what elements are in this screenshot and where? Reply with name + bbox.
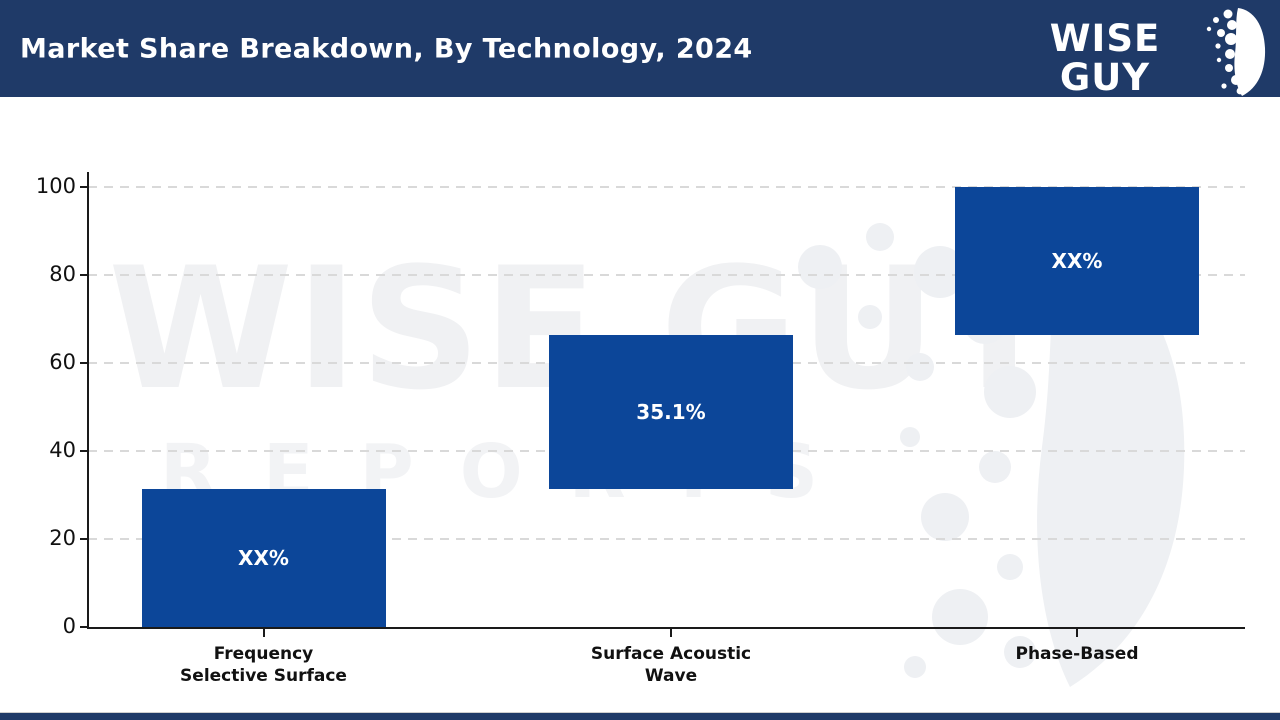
chart-title: Market Share Breakdown, By Technology, 2… xyxy=(20,33,753,64)
y-tick-label: 40 xyxy=(49,437,76,462)
wiseguy-logo: WISE GUY REPORTS xyxy=(1016,4,1266,114)
x-axis-line xyxy=(87,627,1245,629)
x-category-label-line: Frequency xyxy=(213,644,314,664)
bar-segment: XX% xyxy=(141,489,386,627)
bar-segment: XX% xyxy=(955,186,1199,335)
x-category-label: Phase-Based xyxy=(917,643,1237,665)
y-axis-line xyxy=(87,172,89,629)
y-tick-label: 100 xyxy=(35,173,76,198)
y-tick-label: 0 xyxy=(62,614,76,638)
x-tick-mark xyxy=(670,629,672,637)
x-category-label-line: Phase-Based xyxy=(1015,644,1139,664)
y-tick-mark xyxy=(80,273,88,276)
gridline xyxy=(88,273,1245,276)
x-category-label-line: Selective Surface xyxy=(180,666,347,687)
bar-value-label: XX% xyxy=(238,546,289,571)
y-tick-mark xyxy=(80,185,88,188)
bar-segment: 35.1% xyxy=(549,334,793,490)
bar-value-label: 35.1% xyxy=(636,399,706,424)
header-bar: Market Share Breakdown, By Technology, 2… xyxy=(0,0,1280,114)
x-tick-mark xyxy=(262,629,265,637)
bar-value-label: XX% xyxy=(1051,248,1103,273)
chart-area: WISE GUY REPORTS 0 20 40 60 80 100 XX% 35.1% XX%… xyxy=(0,97,1280,713)
logo-face-icon xyxy=(1206,8,1266,96)
logo-wordmark: WISE GUY xyxy=(1049,17,1161,99)
y-tick-mark xyxy=(80,626,88,628)
y-tick-label: 80 xyxy=(49,261,76,286)
y-tick-mark xyxy=(80,449,88,452)
y-tick-mark xyxy=(80,361,88,364)
gridline xyxy=(88,185,1245,188)
x-category-label: Frequency Selective Surface xyxy=(104,643,424,687)
y-tick-label: 60 xyxy=(49,349,76,374)
footer-bar xyxy=(0,712,1280,720)
y-tick-label: 20 xyxy=(49,525,76,550)
x-tick-mark xyxy=(1076,629,1078,637)
x-category-label-line: Wave xyxy=(644,666,698,687)
x-category-label-line: Surface Acoustic xyxy=(590,644,752,664)
plot-region: 0 20 40 60 80 100 XX% 35.1% XX% Frequency Selectiv… xyxy=(0,97,1280,713)
x-category-label: Surface Acoustic Wave xyxy=(511,643,831,687)
gridline xyxy=(88,537,1245,540)
y-tick-mark xyxy=(80,537,88,540)
